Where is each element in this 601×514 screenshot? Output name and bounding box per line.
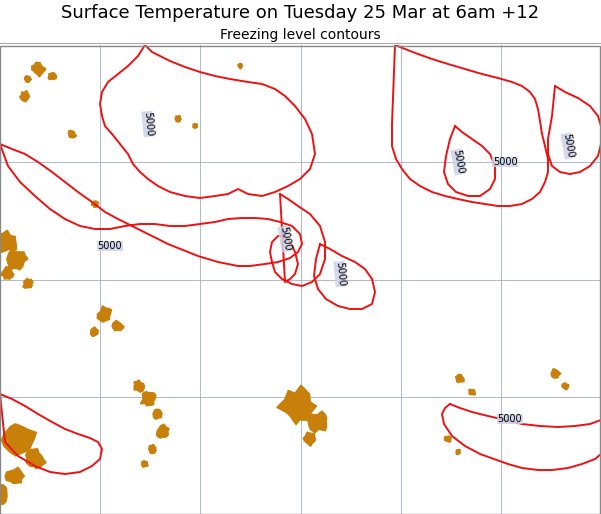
Polygon shape [0, 230, 17, 252]
Polygon shape [7, 249, 28, 270]
Polygon shape [156, 424, 169, 438]
Text: 5000: 5000 [142, 112, 154, 137]
Text: 5000: 5000 [278, 226, 292, 252]
Text: 5000: 5000 [561, 133, 575, 159]
Polygon shape [141, 392, 156, 406]
Polygon shape [48, 72, 56, 80]
Polygon shape [149, 445, 156, 453]
Polygon shape [1, 267, 14, 279]
Polygon shape [456, 449, 460, 454]
Polygon shape [562, 383, 569, 390]
Polygon shape [25, 76, 31, 82]
Polygon shape [0, 485, 7, 504]
Polygon shape [444, 436, 451, 442]
Polygon shape [26, 449, 46, 469]
Polygon shape [20, 90, 29, 102]
Text: 5000: 5000 [451, 149, 465, 175]
Polygon shape [551, 369, 561, 378]
Polygon shape [5, 467, 24, 483]
Polygon shape [153, 409, 162, 419]
Polygon shape [91, 327, 99, 336]
Text: 5000: 5000 [493, 157, 517, 167]
Polygon shape [91, 201, 99, 207]
Polygon shape [134, 380, 144, 392]
Polygon shape [69, 131, 77, 138]
Polygon shape [175, 116, 181, 122]
Text: 5000: 5000 [98, 241, 123, 251]
Polygon shape [456, 374, 464, 382]
Polygon shape [142, 461, 148, 467]
Text: Surface Temperature on Tuesday 25 Mar at 6am +12: Surface Temperature on Tuesday 25 Mar at… [61, 4, 540, 22]
Polygon shape [112, 320, 124, 331]
Polygon shape [193, 123, 198, 128]
Polygon shape [307, 411, 327, 433]
Polygon shape [238, 64, 242, 69]
Text: Freezing level contours: Freezing level contours [220, 28, 381, 42]
Polygon shape [32, 62, 46, 77]
Polygon shape [469, 389, 475, 395]
Polygon shape [97, 306, 112, 322]
Polygon shape [23, 279, 33, 288]
Polygon shape [277, 385, 317, 425]
Text: 5000: 5000 [498, 414, 522, 424]
Polygon shape [1, 424, 36, 456]
Text: 5000: 5000 [334, 261, 346, 287]
Polygon shape [304, 432, 315, 446]
